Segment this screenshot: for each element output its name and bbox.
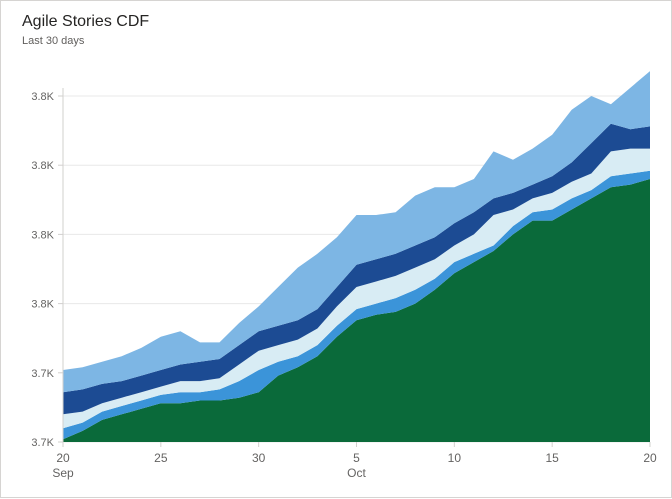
area-band-1-green-bottom[interactable] bbox=[63, 179, 650, 442]
x-axis-label: 10 bbox=[448, 451, 462, 465]
x-axis-label: 25 bbox=[154, 451, 168, 465]
page-subtitle: Last 30 days bbox=[22, 35, 85, 47]
area-band-3-pale-blue[interactable] bbox=[63, 148, 650, 429]
x-axis-month-label: Sep bbox=[52, 466, 74, 480]
y-axis-label: 3.7K bbox=[31, 437, 54, 449]
page-title: Agile Stories CDF bbox=[22, 13, 150, 30]
y-axis-label: 3.8K bbox=[31, 91, 54, 103]
x-axis-label: 15 bbox=[545, 451, 559, 465]
x-axis-label: 5 bbox=[353, 451, 360, 465]
x-axis-month-label: Oct bbox=[347, 466, 366, 480]
y-axis-label: 3.8K bbox=[31, 299, 54, 311]
area-band-2-medium-blue[interactable] bbox=[63, 170, 650, 440]
x-axis-label: 30 bbox=[252, 451, 266, 465]
area-band-5-light-blue-top[interactable] bbox=[63, 71, 650, 393]
chart-header: Agile Stories CDF Last 30 days bbox=[22, 12, 149, 49]
area-band-4-dark-navy[interactable] bbox=[63, 123, 650, 415]
x-axis-label: 20 bbox=[56, 451, 70, 465]
y-axis-label: 3.8K bbox=[31, 229, 54, 241]
y-axis-label: 3.7K bbox=[31, 368, 54, 380]
x-axis-label: 20 bbox=[643, 451, 657, 465]
y-axis-label: 3.8K bbox=[31, 160, 54, 172]
